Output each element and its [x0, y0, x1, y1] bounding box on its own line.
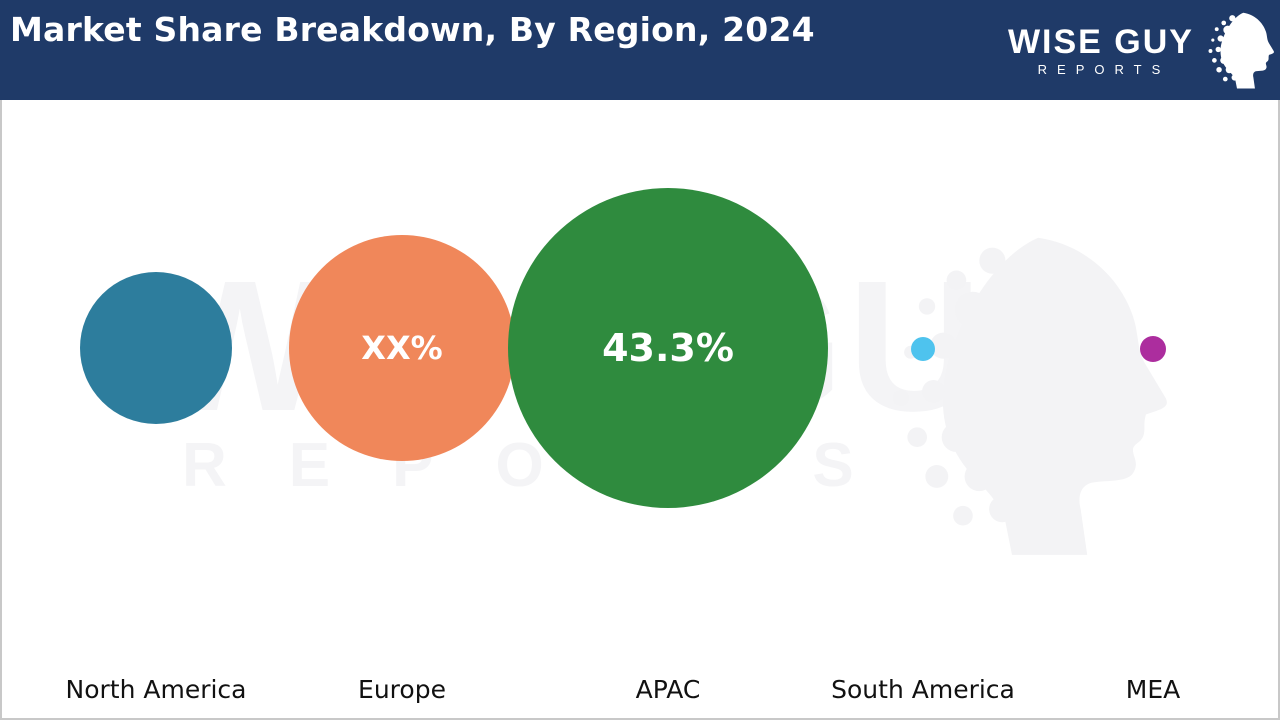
- bubble-value-label: 43.3%: [602, 326, 734, 370]
- header: Market Share Breakdown, By Region, 2024 …: [0, 0, 1280, 100]
- bubble-mea[interactable]: [1140, 336, 1166, 362]
- category-label-south-america: South America: [831, 675, 1015, 704]
- category-label-europe: Europe: [358, 675, 446, 704]
- wise-guy-logo: WISE GUY REPORTS: [1008, 0, 1280, 94]
- category-label-north-america: North America: [65, 675, 247, 704]
- bubble-south-america[interactable]: [911, 337, 935, 361]
- bubble-europe[interactable]: XX%: [289, 235, 515, 461]
- bubble-chart: WISE GUY REPORTS XX% 43.3%: [0, 100, 1280, 720]
- logo-brand-name: WISE GUY: [1007, 22, 1194, 61]
- bubble-apac[interactable]: 43.3%: [508, 188, 828, 508]
- bubble-north-america[interactable]: [80, 272, 232, 424]
- category-label-mea: MEA: [1125, 675, 1181, 704]
- watermark-head-icon: [892, 237, 1167, 555]
- page-title: Market Share Breakdown, By Region, 2024: [10, 10, 815, 49]
- logo-text: WISE GUY REPORTS: [1007, 22, 1194, 78]
- bubble-value-label: XX%: [361, 329, 443, 367]
- logo-tagline: REPORTS: [1037, 62, 1171, 78]
- wise-guy-head-icon: [1208, 12, 1274, 89]
- category-label-apac: APAC: [635, 675, 701, 704]
